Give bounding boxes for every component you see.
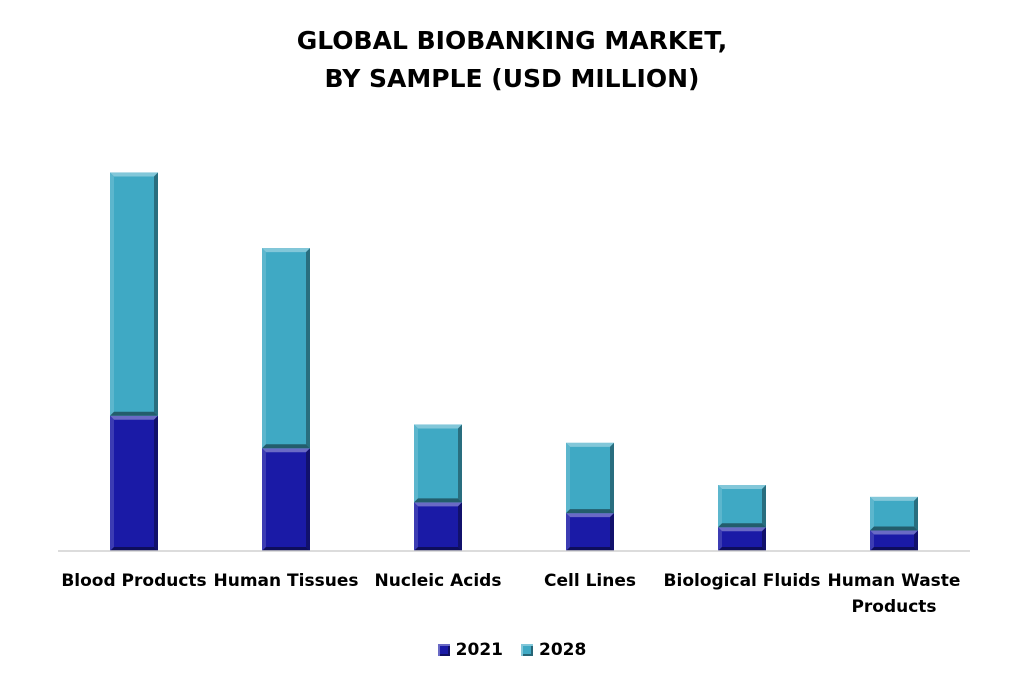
legend-swatch-2021 [437,644,450,656]
bar-human-waste-products-2028-bevel-left [870,496,874,531]
bar-cell-lines-2021-face [566,513,614,551]
bar-nucleic-acids-2028-bevel-right [458,424,462,503]
bar-biological-fluids-2021-face [718,527,766,551]
x-tick-label: Biological Fluids [664,571,821,591]
bar-blood-products-2028-face [110,172,158,416]
bar-nucleic-acids-2021-bevel-top [414,502,462,507]
bar-biological-fluids-2028-face [718,485,766,528]
bar-human-tissues-2021-bevel-right [306,448,310,551]
bar-blood-products-2021-bevel-top [110,415,158,420]
bar-cell-lines-2021 [566,513,614,551]
chart-title-line-2: BY SAMPLE (USD MILLION) [324,64,700,93]
bar-human-tissues-2028-face [262,248,310,449]
x-tick-labels: Blood Products Human Tissues Nucleic Acids… [61,571,960,617]
legend-label-2021: 2021 [455,640,503,660]
bar-biological-fluids-2021-bevel-bottom [718,547,766,551]
legend-item-2028: 2028 [521,640,586,660]
bar-cell-lines-2021-bevel-left [566,513,570,551]
bar-human-waste-products-2028-bevel-right [914,496,918,531]
bar-cell-lines-2028 [566,442,614,514]
bar-blood-products-2028-bevel-bottom [110,411,158,416]
bar-blood-products-2021-face [110,415,158,551]
bar-blood-products-2021-bevel-bottom [110,547,158,551]
x-tick-label-line: Nucleic Acids [375,571,502,591]
bar-human-tissues-2021-face [262,448,310,551]
bar-cell-lines-2028-face [566,442,614,514]
bar-cell-lines-2028-bevel-top [566,442,614,447]
bar-cell-lines-2021-bevel-bottom [566,547,614,551]
legend: 2021 2028 [0,640,1024,660]
bar-blood-products-2028 [110,172,158,416]
bar-human-waste-products-2021-bevel-left [870,530,874,551]
bar-cell-lines-2028-bevel-bottom [566,509,614,514]
bar-human-tissues-2028-bevel-left [262,248,266,449]
bar-biological-fluids-2028-bevel-top [718,485,766,490]
x-tick-label-line: Biological Fluids [664,571,821,591]
bar-human-tissues-2021-bevel-top [262,448,310,453]
x-tick-label-line: Human Tissues [214,571,359,591]
bar-nucleic-acids-2028-face [414,424,462,503]
bar-human-tissues-2028-bevel-bottom [262,444,310,449]
bar-human-waste-products-2021-bevel-bottom [870,547,918,551]
bar-biological-fluids-2021 [718,527,766,551]
x-tick-label-line: Cell Lines [544,571,636,591]
bar-human-waste-products-2021 [870,530,918,551]
bar-nucleic-acids-2021-bevel-bottom [414,547,462,551]
bar-nucleic-acids-2021 [414,502,462,551]
bar-biological-fluids-2028 [718,485,766,528]
bar-biological-fluids-2028-bevel-left [718,485,722,528]
x-tick-label: Cell Lines [544,571,636,591]
x-tick-label-line: Human Waste [828,571,961,591]
bar-human-waste-products-2021-face [870,530,918,551]
bar-nucleic-acids-2021-bevel-left [414,502,418,551]
bar-blood-products-2028-bevel-top [110,172,158,177]
bar-human-waste-products-2028-bevel-top [870,496,918,501]
bar-biological-fluids-2021-bevel-top [718,527,766,532]
legend-label-2028: 2028 [539,640,587,660]
bar-human-tissues-2021 [262,448,310,551]
x-tick-label: Human Tissues [214,571,359,591]
bar-human-waste-products-2021-bevel-top [870,530,918,535]
legend-swatch-2028 [521,644,533,656]
bars-group [110,172,918,551]
x-tick-label-line: Products [851,597,936,617]
bar-human-waste-products-2021-bevel-right [914,530,918,551]
bar-nucleic-acids-2028 [414,424,462,503]
chart-title: GLOBAL BIOBANKING MARKET, BY SAMPLE (USD… [0,22,1024,98]
bar-human-waste-products-2028-bevel-bottom [870,526,918,531]
bar-biological-fluids-2021-bevel-left [718,527,722,551]
bar-biological-fluids-2028-bevel-bottom [718,523,766,528]
bar-nucleic-acids-2028-bevel-left [414,424,418,503]
bar-blood-products-2028-bevel-right [154,172,158,416]
bar-human-tissues-2028-bevel-top [262,248,310,253]
bar-human-tissues-2021-bevel-left [262,448,266,551]
bar-nucleic-acids-2028-bevel-bottom [414,498,462,503]
bar-human-waste-products-2028-face [870,496,918,531]
bar-nucleic-acids-2021-bevel-right [458,502,462,551]
bar-biological-fluids-2028-bevel-right [762,485,766,528]
legend-item-2021: 2021 [437,640,503,660]
bar-cell-lines-2028-bevel-left [566,442,570,514]
bar-cell-lines-2021-bevel-right [610,513,614,551]
x-tick-label: Human Waste Products [828,571,961,617]
bar-blood-products-2021-bevel-right [154,415,158,551]
bar-human-tissues-2028 [262,248,310,449]
bar-blood-products-2028-bevel-left [110,172,114,416]
bar-biological-fluids-2021-bevel-right [762,527,766,551]
bar-blood-products-2021 [110,415,158,551]
x-tick-label: Nucleic Acids [375,571,502,591]
bar-cell-lines-2021-bevel-top [566,513,614,518]
bar-nucleic-acids-2021-face [414,502,462,551]
bar-human-waste-products-2028 [870,496,918,531]
bar-blood-products-2021-bevel-left [110,415,114,551]
bar-human-tissues-2028-bevel-right [306,248,310,449]
bar-human-tissues-2021-bevel-bottom [262,547,310,551]
bar-nucleic-acids-2028-bevel-top [414,424,462,429]
chart-title-line-1: GLOBAL BIOBANKING MARKET, [296,26,728,55]
x-tick-label: Blood Products [61,571,206,591]
x-tick-label-line: Blood Products [61,571,206,591]
bar-cell-lines-2028-bevel-right [610,442,614,514]
